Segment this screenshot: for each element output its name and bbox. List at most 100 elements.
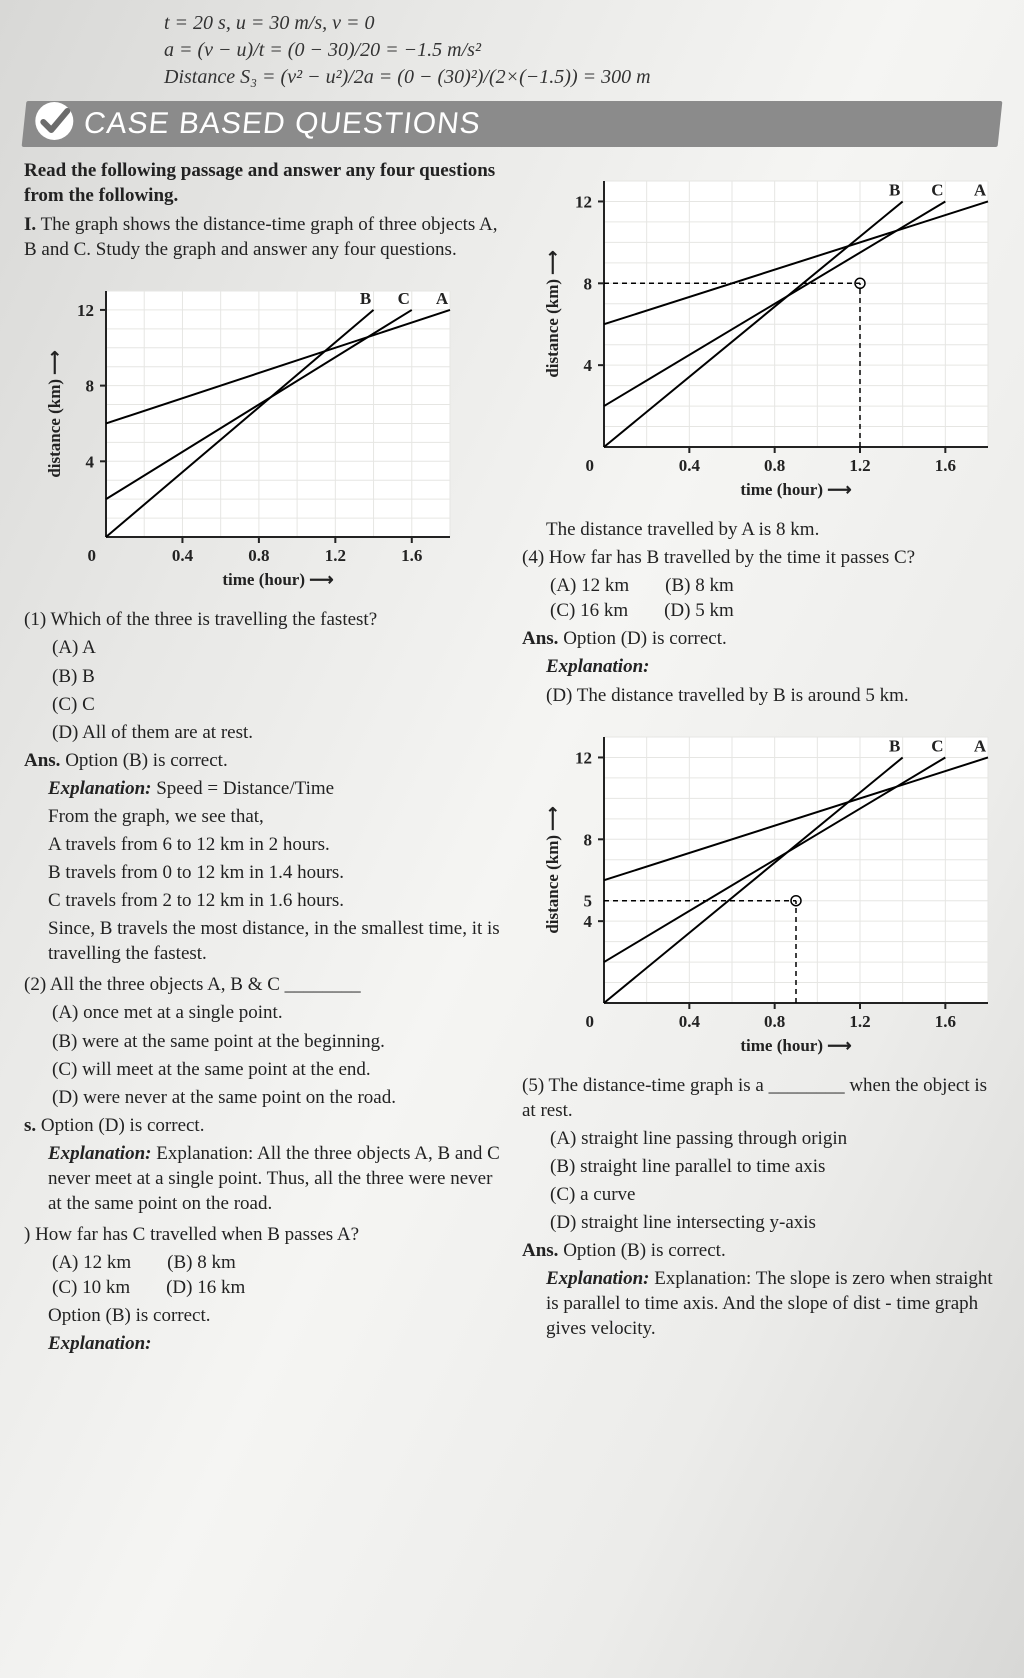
q5-ans-text: Option (B) is correct.: [563, 1240, 726, 1261]
chart-q5: 0.40.81.21.604812time (hour) ⟶distance (…: [540, 719, 1000, 1059]
svg-text:distance (km) ⟶: distance (km) ⟶: [45, 351, 64, 478]
q1-b: (B) B: [52, 664, 502, 689]
q4-a: (A) 12 km: [550, 573, 629, 598]
q1-ans: Ans. Option (B) is correct.: [24, 748, 502, 773]
svg-text:C: C: [931, 736, 943, 755]
q1-text: (1) Which of the three is travelling the…: [24, 607, 502, 632]
calc-line-1: t = 20 s, u = 30 m/s, v = 0: [164, 10, 1000, 37]
q4-text: (4) How far has B travelled by the time …: [522, 545, 1000, 570]
q1-c: (C) C: [52, 692, 502, 717]
svg-text:A: A: [436, 289, 449, 308]
right-column: 0.4 0.8 1.2 1.6 0 4 8 12 time (hour) ⟶ distance (…: [522, 155, 1000, 1654]
q1-ans-text: Option (B) is correct.: [65, 750, 228, 771]
q5-b: (B) straight line parallel to time axis: [550, 1154, 1000, 1179]
q5-text: (5) The distance-time graph is a _______…: [522, 1073, 1000, 1123]
calc-line-2: a = (v − u)/t = (0 − 30)/20 = −1.5 m/s²: [164, 37, 1000, 64]
intro-2-span: The graph shows the distance-time graph …: [24, 214, 498, 260]
q5-a: (A) straight line passing through origin: [550, 1126, 1000, 1151]
svg-text:1.6: 1.6: [935, 1012, 956, 1031]
q1-expl3: A travels from 6 to 12 km in 2 hours.: [24, 832, 502, 857]
q2-c: (C) will meet at the same point at the e…: [52, 1057, 502, 1082]
chart-main: 0.4 0.8 1.2 1.6 0 4 8 12 time (hour) ⟶ distance (…: [42, 273, 462, 593]
svg-text:4: 4: [584, 356, 593, 375]
intro-text-2: I. The graph shows the distance-time gra…: [24, 212, 502, 262]
q1-expl6: Since, B travels the most distance, in t…: [24, 916, 502, 966]
svg-text:0: 0: [586, 456, 595, 475]
svg-text:0.8: 0.8: [764, 1012, 785, 1031]
svg-text:A: A: [974, 736, 987, 755]
svg-text:1.2: 1.2: [849, 1012, 870, 1031]
q5-d: (D) straight line intersecting y-axis: [550, 1210, 1000, 1235]
q1-expl2: From the graph, we see that,: [24, 804, 502, 829]
svg-text:1.6: 1.6: [401, 546, 422, 565]
svg-text:0: 0: [88, 546, 97, 565]
q1-d: (D) All of them are at rest.: [52, 720, 502, 745]
section-banner: CASE BASED QUESTIONS: [22, 101, 1003, 147]
ans-label-1: Ans.: [24, 750, 60, 771]
q2-a: (A) once met at a single point.: [52, 1000, 502, 1025]
calc-line-3: Distance S₃ = (v² − u²)/2a = (0 − (30)²)…: [164, 64, 1000, 91]
q4-b: (B) 8 km: [665, 573, 734, 598]
q2-expl: Explanation: Explanation: All the three …: [24, 1141, 502, 1216]
q3-expl-label: Explanation:: [24, 1331, 502, 1356]
svg-text:4: 4: [86, 453, 95, 472]
q3-b: (B) 8 km: [167, 1250, 236, 1275]
q3-ans: Option (B) is correct.: [24, 1303, 502, 1328]
q4-c: (C) 16 km: [550, 598, 628, 623]
ans-label-4: Ans.: [522, 628, 558, 649]
svg-text:B: B: [889, 180, 900, 199]
svg-text:0.4: 0.4: [172, 546, 194, 565]
svg-text:0.8: 0.8: [248, 546, 269, 565]
svg-text:0.4: 0.4: [679, 456, 701, 475]
left-column: Read the following passage and answer an…: [24, 155, 502, 1654]
svg-text:5: 5: [584, 891, 593, 910]
svg-text:1.2: 1.2: [849, 456, 870, 475]
q1-expl: Explanation: Speed = Distance/Time: [24, 776, 502, 801]
q4-ans-text: Option (D) is correct.: [563, 628, 727, 649]
banner-text: CASE BASED QUESTIONS: [82, 107, 482, 140]
q1-a: (A) A: [52, 635, 502, 660]
svg-text:distance (km) ⟶: distance (km) ⟶: [543, 806, 562, 933]
q2-b: (B) were at the same point at the beginn…: [52, 1029, 502, 1054]
q3-c: (C) 10 km: [52, 1275, 130, 1300]
svg-text:time (hour) ⟶: time (hour) ⟶: [222, 570, 333, 589]
ans-label-5: Ans.: [522, 1240, 558, 1261]
q4-expl-label: Explanation:: [522, 654, 1000, 679]
q4-d: (D) 5 km: [664, 598, 734, 623]
q3-a: (A) 12 km: [52, 1250, 131, 1275]
svg-text:A: A: [974, 180, 987, 199]
q2-ans-text: Option (D) is correct.: [41, 1115, 205, 1136]
svg-text:8: 8: [584, 274, 593, 293]
svg-text:1.2: 1.2: [325, 546, 346, 565]
svg-text:C: C: [398, 289, 410, 308]
q4-expl1: (D) The distance travelled by B is aroun…: [522, 683, 1000, 708]
svg-text:0.4: 0.4: [679, 1012, 701, 1031]
svg-text:time (hour) ⟶: time (hour) ⟶: [740, 480, 851, 499]
svg-text:C: C: [931, 180, 943, 199]
svg-text:B: B: [889, 736, 900, 755]
q3-d: (D) 16 km: [166, 1275, 245, 1300]
svg-text:1.6: 1.6: [935, 456, 956, 475]
svg-text:12: 12: [77, 301, 94, 320]
svg-text:0: 0: [586, 1012, 595, 1031]
svg-text:time (hour) ⟶: time (hour) ⟶: [740, 1036, 851, 1055]
q1-expl5: C travels from 2 to 12 km in 1.6 hours.: [24, 888, 502, 913]
q4-extra: The distance travelled by A is 8 km.: [522, 517, 1000, 542]
svg-text:distance (km) ⟶: distance (km) ⟶: [543, 250, 562, 377]
svg-text:12: 12: [575, 192, 592, 211]
q2-text: (2) All the three objects A, B & C _____…: [24, 972, 502, 997]
svg-text:12: 12: [575, 748, 592, 767]
q5-ans: Ans. Option (B) is correct.: [522, 1238, 1000, 1263]
svg-text:8: 8: [86, 377, 95, 396]
q2-ans: s. Option (D) is correct.: [24, 1113, 502, 1138]
svg-text:8: 8: [584, 830, 593, 849]
q5-c: (C) a curve: [550, 1182, 1000, 1207]
q4-ans: Ans. Option (D) is correct.: [522, 626, 1000, 651]
chart-q4: 0.40.81.21.604812time (hour) ⟶distance (…: [540, 163, 1000, 503]
q2-d: (D) were never at the same point on the …: [52, 1085, 502, 1110]
q1-expl-label: Explanation:: [48, 778, 151, 799]
q1-expl1: Speed = Distance/Time: [156, 778, 334, 799]
q5-expl: Explanation: Explanation: The slope is z…: [522, 1266, 1000, 1341]
q1-expl4: B travels from 0 to 12 km in 1.4 hours.: [24, 860, 502, 885]
check-icon: [32, 99, 76, 143]
